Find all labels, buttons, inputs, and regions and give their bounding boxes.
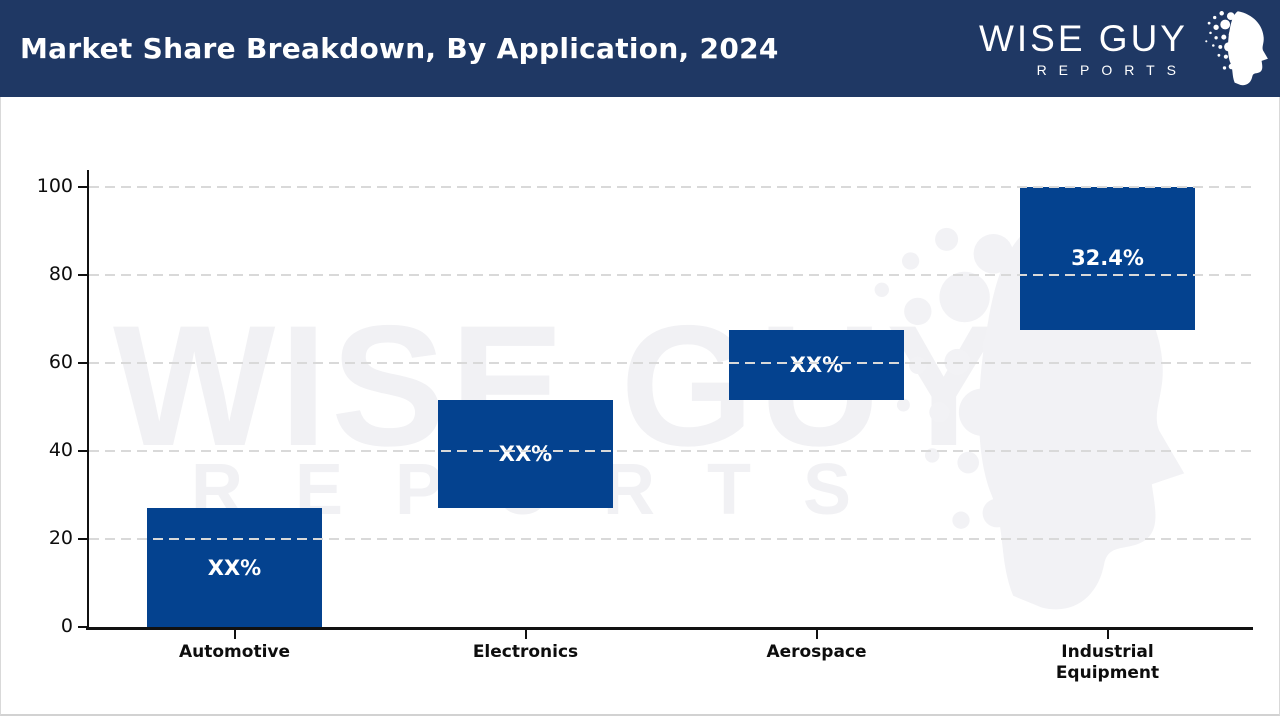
bar-value-label: 32.4% xyxy=(1071,246,1144,271)
page-title: Market Share Breakdown, By Application, … xyxy=(20,32,779,65)
x-category-label-aerospace: Aerospace xyxy=(766,642,867,662)
bar-automotive: XX% xyxy=(147,508,322,627)
y-axis-line xyxy=(87,170,89,627)
x-category-label-electronics: Electronics xyxy=(472,642,579,662)
logo-wordmark: WISE GUY xyxy=(978,18,1188,59)
bar-value-label: XX% xyxy=(498,442,553,467)
gridline-100 xyxy=(89,186,1253,188)
y-tick-mark xyxy=(78,450,87,452)
gridline-60 xyxy=(89,362,1253,364)
logo-subtitle: REPORTS xyxy=(1036,62,1188,78)
x-tick-mark xyxy=(233,630,236,639)
logo-text: WISE GUY REPORTS xyxy=(979,20,1188,77)
bar-electronics: XX% xyxy=(438,400,613,509)
gridline-40 xyxy=(89,450,1253,452)
gridline-20 xyxy=(89,538,1253,540)
x-tick-mark xyxy=(1106,630,1109,639)
x-category-label-automotive: Automotive xyxy=(178,642,291,662)
chart-area: WISE GUY REPORTS XX%XX%XX%32.4%020406080… xyxy=(0,97,1280,716)
logo-dotted-head-icon xyxy=(1186,5,1270,93)
bar-industrial-equipment: 32.4% xyxy=(1020,187,1195,330)
bar-value-label: XX% xyxy=(207,555,262,580)
x-axis-line xyxy=(86,627,1253,630)
bar-aerospace: XX% xyxy=(729,329,904,401)
y-tick-label-40: 40 xyxy=(48,439,73,461)
y-tick-mark xyxy=(78,362,87,364)
y-tick-label-80: 80 xyxy=(48,263,73,285)
x-tick-mark xyxy=(524,630,527,639)
plot-area: XX% XX% XX% 32.4% 0 20 40 60 80 100 Automotive Elec… xyxy=(1,97,1279,714)
x-category-label-industrial-equipment: Industrial Equipment xyxy=(1055,642,1160,684)
y-tick-mark xyxy=(78,538,87,540)
y-tick-label-100: 100 xyxy=(36,175,73,197)
wise-guy-logo: WISE GUY REPORTS xyxy=(979,5,1270,93)
y-tick-label-0: 0 xyxy=(60,615,73,637)
y-tick-label-20: 20 xyxy=(48,527,73,549)
y-tick-mark xyxy=(78,626,87,628)
bar-value-label: XX% xyxy=(789,352,844,377)
x-tick-mark xyxy=(815,630,818,639)
y-tick-mark xyxy=(78,186,87,188)
gridline-80 xyxy=(89,274,1253,276)
y-tick-label-60: 60 xyxy=(48,351,73,373)
header-bar: Market Share Breakdown, By Application, … xyxy=(0,0,1280,97)
y-tick-mark xyxy=(78,274,87,276)
